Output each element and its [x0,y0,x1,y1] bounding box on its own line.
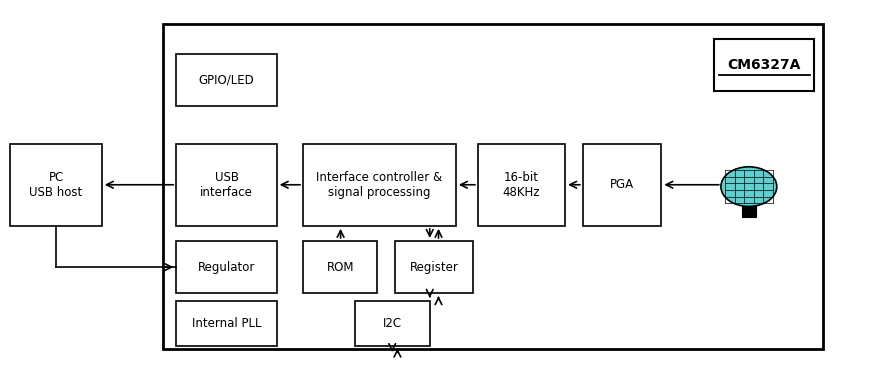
Text: USB
interface: USB interface [200,171,253,199]
Text: 16-bit
48KHz: 16-bit 48KHz [503,171,540,199]
FancyBboxPatch shape [176,54,277,106]
FancyBboxPatch shape [395,241,474,293]
FancyBboxPatch shape [742,207,756,217]
FancyBboxPatch shape [163,24,824,349]
Text: ROM: ROM [326,261,354,274]
FancyBboxPatch shape [11,144,102,226]
FancyBboxPatch shape [176,301,277,346]
Text: I2C: I2C [383,317,403,330]
FancyBboxPatch shape [582,144,661,226]
Text: GPIO/LED: GPIO/LED [198,74,254,86]
Text: Register: Register [410,261,459,274]
Ellipse shape [721,167,777,207]
Text: Regulator: Regulator [198,261,255,274]
FancyBboxPatch shape [303,144,456,226]
Text: Internal PLL: Internal PLL [192,317,261,330]
FancyBboxPatch shape [714,39,815,91]
FancyBboxPatch shape [478,144,566,226]
Text: PC
USB host: PC USB host [30,171,82,199]
Text: Interface controller &
signal processing: Interface controller & signal processing [317,171,443,199]
FancyBboxPatch shape [303,241,377,293]
Text: PGA: PGA [610,178,634,191]
FancyBboxPatch shape [176,144,277,226]
FancyBboxPatch shape [355,301,430,346]
FancyBboxPatch shape [176,241,277,293]
Text: CM6327A: CM6327A [727,58,801,72]
